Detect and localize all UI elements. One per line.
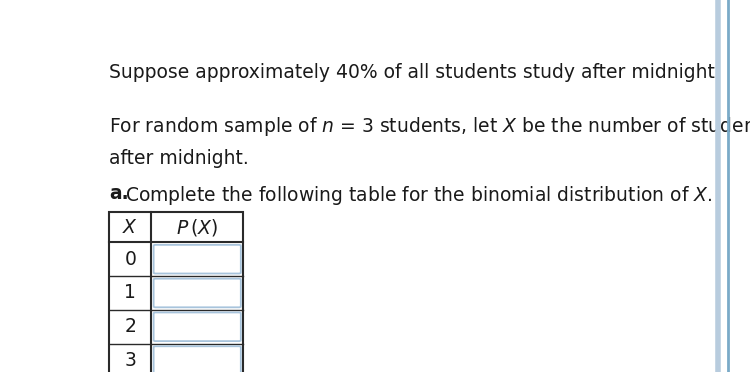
FancyBboxPatch shape — [154, 279, 241, 307]
FancyBboxPatch shape — [154, 245, 241, 273]
FancyBboxPatch shape — [154, 312, 241, 341]
Text: Suppose approximately 40% of all students study after midnight.: Suppose approximately 40% of all student… — [110, 63, 722, 82]
Text: 2: 2 — [124, 317, 136, 336]
FancyBboxPatch shape — [154, 346, 241, 372]
Text: after midnight.: after midnight. — [110, 149, 249, 168]
Text: 3: 3 — [124, 351, 136, 370]
Text: 1: 1 — [124, 283, 136, 302]
Text: For random sample of $n$ = 3 students, let $X$ be the number of students that st: For random sample of $n$ = 3 students, l… — [110, 115, 750, 138]
Text: a.: a. — [110, 183, 129, 203]
Text: $X$: $X$ — [122, 218, 138, 237]
Text: Complete the following table for the binomial distribution of $X$.: Complete the following table for the bin… — [124, 183, 712, 206]
Text: $P\,(X)$: $P\,(X)$ — [176, 217, 218, 238]
Text: 0: 0 — [124, 250, 136, 269]
Bar — [110, 212, 243, 372]
